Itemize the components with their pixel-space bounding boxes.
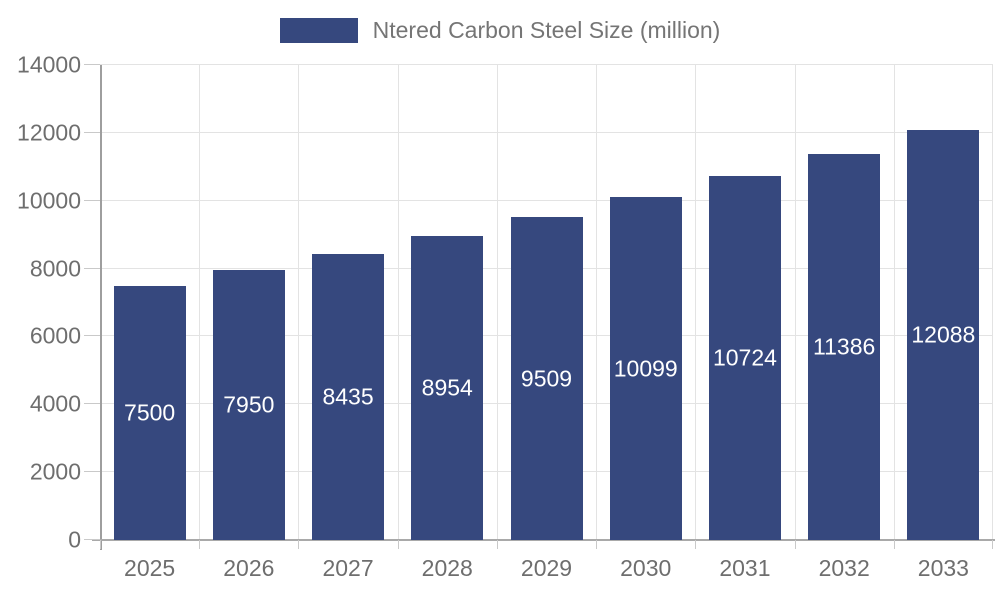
bar: 7500 <box>113 285 186 540</box>
y-tick-label: 4000 <box>29 390 81 417</box>
gridline-v <box>397 65 399 540</box>
gridline-h <box>100 199 993 201</box>
x-tick-label: 2030 <box>620 555 672 581</box>
x-axis-tick <box>199 540 201 549</box>
bar: 10099 <box>609 197 682 540</box>
bar: 8954 <box>411 236 484 540</box>
bar-value-label: 10724 <box>712 344 777 371</box>
gridline-v <box>199 65 201 540</box>
x-tick-label: 2028 <box>421 555 473 581</box>
gridline-h <box>100 64 993 65</box>
x-axis-line <box>92 539 995 541</box>
gridline-v <box>992 65 993 540</box>
bar: 10724 <box>708 176 781 540</box>
gridline-v <box>496 65 498 540</box>
y-tick-label: 8000 <box>29 255 81 282</box>
y-axis-tick <box>84 539 100 540</box>
bar-value-label: 8954 <box>421 374 473 401</box>
bar-value-label: 12088 <box>911 321 976 348</box>
x-tick-label: 2025 <box>124 555 176 581</box>
legend-swatch <box>279 18 358 43</box>
bar: 7950 <box>212 270 285 540</box>
x-tick-label: 2031 <box>719 555 771 581</box>
plot-area: 0 2000 4000 6000 8000 10000 12000 14000 2025 202… <box>17 53 995 580</box>
x-tick-label: 2033 <box>917 555 969 581</box>
x-axis-tick <box>695 540 697 549</box>
gridline-v <box>695 65 697 540</box>
bar: 9509 <box>510 217 583 540</box>
bar-value-label: 7950 <box>223 391 275 418</box>
bar: 11386 <box>808 153 881 540</box>
gridline-h <box>100 131 993 133</box>
bar-value-label: 7500 <box>124 399 176 426</box>
bar-value-label: 11386 <box>813 333 876 360</box>
y-tick-label: 2000 <box>29 458 81 485</box>
bar-value-label: 9509 <box>520 365 573 392</box>
y-axis-tick <box>84 335 100 337</box>
x-axis-tick <box>893 540 895 549</box>
chart-legend[interactable]: Ntered Carbon Steel Size (million) <box>0 17 1000 44</box>
x-axis-tick <box>596 540 598 549</box>
x-tick-label: 2026 <box>223 555 275 581</box>
y-axis-tick <box>84 471 100 473</box>
x-tick-label: 2029 <box>520 555 573 581</box>
y-tick-label: 0 <box>68 526 81 553</box>
y-tick-label: 14000 <box>17 51 81 78</box>
gridline-v <box>596 65 598 540</box>
y-tick-label: 10000 <box>17 187 81 214</box>
y-axis-tick <box>84 64 100 65</box>
bar-value-label: 8435 <box>322 383 374 410</box>
x-axis-tick <box>397 540 399 549</box>
y-tick-label: 12000 <box>17 119 81 146</box>
bar: 8435 <box>312 253 385 540</box>
x-axis-tick <box>992 540 993 549</box>
bar-value-label: 10099 <box>613 355 678 382</box>
x-axis-tick <box>496 540 498 549</box>
x-axis-tick <box>100 540 101 549</box>
gridline-v <box>893 65 895 540</box>
legend-label: Ntered Carbon Steel Size (million) <box>372 17 721 43</box>
x-axis-tick <box>794 540 796 549</box>
x-tick-label: 2032 <box>818 555 870 581</box>
y-axis-tick <box>84 403 100 405</box>
y-axis-tick <box>84 267 100 269</box>
y-axis-tick <box>84 199 100 201</box>
gridline-v <box>794 65 796 540</box>
bar: 12088 <box>907 129 980 540</box>
x-tick-label: 2027 <box>322 555 374 581</box>
y-axis-line <box>100 65 102 550</box>
y-tick-label: 6000 <box>29 322 81 349</box>
gridline-v <box>298 65 300 540</box>
y-axis-tick <box>84 131 100 133</box>
x-axis-tick <box>298 540 300 549</box>
